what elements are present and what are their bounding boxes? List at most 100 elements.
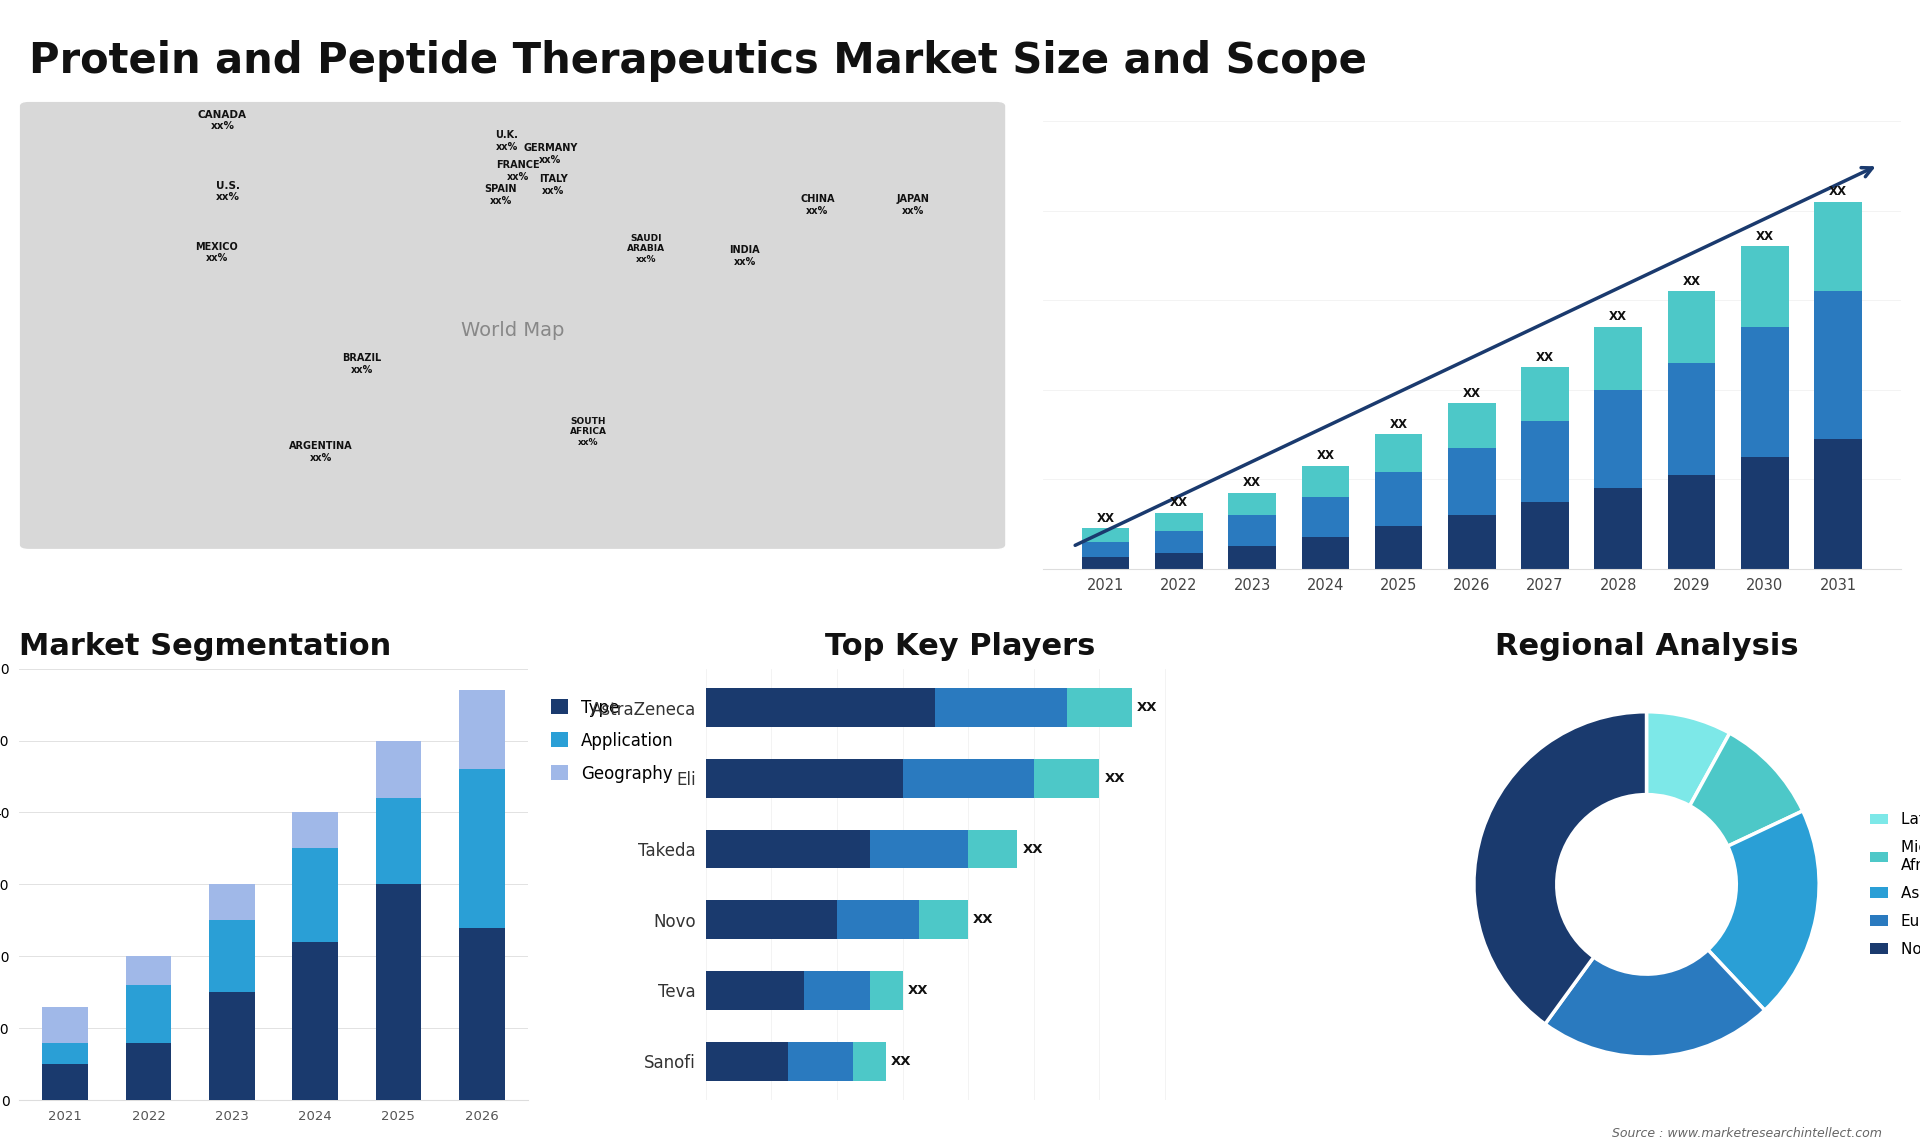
Text: XX: XX [1830, 186, 1847, 198]
Text: U.K.
xx%: U.K. xx% [495, 129, 518, 151]
Text: BRAZIL
xx%: BRAZIL xx% [342, 353, 382, 375]
Text: XX: XX [1536, 351, 1553, 363]
FancyBboxPatch shape [19, 101, 1006, 550]
Bar [707, 971, 804, 1010]
Bar [1302, 497, 1350, 537]
Bar [870, 830, 968, 869]
Bar [1814, 202, 1862, 291]
Bar [125, 956, 171, 986]
Text: SPAIN
xx%: SPAIN xx% [484, 185, 516, 205]
Bar [1081, 542, 1129, 557]
Text: SOUTH
AFRICA
xx%: SOUTH AFRICA xx% [570, 417, 607, 447]
Bar [1668, 363, 1715, 474]
Bar [209, 885, 255, 920]
Text: JAPAN
xx%: JAPAN xx% [897, 194, 929, 215]
Bar [1594, 390, 1642, 488]
Text: XX: XX [1682, 275, 1701, 288]
Bar [707, 759, 902, 798]
Bar [292, 942, 338, 1100]
Bar [1302, 537, 1350, 568]
Text: XX: XX [973, 913, 995, 926]
Bar [804, 971, 870, 1010]
Legend: Latin America, Middle East &
Africa, Asia Pacific, Europe, North America: Latin America, Middle East & Africa, Asi… [1870, 813, 1920, 957]
Text: MARKET
RESEARCH
INTELLECT: MARKET RESEARCH INTELLECT [1778, 52, 1841, 85]
Wedge shape [1475, 712, 1647, 1025]
Bar [707, 901, 837, 940]
Bar [1594, 327, 1642, 390]
Bar [707, 689, 935, 727]
Bar [125, 986, 171, 1043]
Bar [1814, 291, 1862, 439]
Title: Top Key Players: Top Key Players [826, 631, 1094, 661]
Bar [1741, 246, 1789, 327]
Bar [209, 992, 255, 1100]
Bar [1521, 421, 1569, 502]
Bar [787, 1042, 852, 1081]
Text: XX: XX [1169, 496, 1188, 509]
Bar [1741, 327, 1789, 457]
Bar [902, 759, 1033, 798]
Bar [1375, 526, 1423, 568]
Bar [459, 927, 505, 1100]
Bar [837, 901, 920, 940]
Bar [870, 971, 902, 1010]
Text: ITALY
xx%: ITALY xx% [540, 174, 568, 196]
Bar [1375, 472, 1423, 526]
Bar [1594, 488, 1642, 568]
Bar [935, 689, 1068, 727]
Bar [1521, 368, 1569, 421]
Text: World Map: World Map [461, 321, 564, 339]
Wedge shape [1546, 950, 1764, 1057]
Bar [1448, 515, 1496, 568]
Bar [1448, 448, 1496, 515]
Text: XX: XX [1463, 386, 1480, 400]
Text: U.S.
xx%: U.S. xx% [217, 181, 240, 203]
Polygon shape [1661, 41, 1847, 125]
Bar [707, 1042, 787, 1081]
Bar [1375, 434, 1423, 472]
Bar [1081, 557, 1129, 568]
Text: XX: XX [1137, 701, 1158, 714]
Bar [1156, 531, 1202, 554]
Bar [1033, 759, 1100, 798]
Text: XX: XX [1104, 772, 1125, 785]
Text: XX: XX [1755, 230, 1774, 243]
Text: XX: XX [908, 984, 927, 997]
Bar [1668, 291, 1715, 363]
Bar [1081, 528, 1129, 542]
Bar [920, 901, 968, 940]
Text: ARGENTINA
xx%: ARGENTINA xx% [290, 441, 353, 463]
Wedge shape [1709, 811, 1818, 1011]
Bar [1229, 547, 1277, 568]
Text: XX: XX [1242, 476, 1261, 489]
Text: XX: XX [891, 1054, 912, 1068]
Text: Source : www.marketresearchintellect.com: Source : www.marketresearchintellect.com [1611, 1128, 1882, 1140]
Wedge shape [1647, 712, 1730, 806]
Bar [968, 830, 1018, 869]
Text: SAUDI
ARABIA
xx%: SAUDI ARABIA xx% [628, 234, 664, 264]
Bar [42, 1043, 88, 1065]
Text: XX: XX [1021, 842, 1043, 856]
Text: Protein and Peptide Therapeutics Market Size and Scope: Protein and Peptide Therapeutics Market … [29, 40, 1367, 83]
Wedge shape [1690, 733, 1803, 846]
Bar [1156, 554, 1202, 568]
Text: XX: XX [1317, 449, 1334, 462]
Bar [42, 1006, 88, 1043]
Bar [1814, 439, 1862, 568]
Text: CHINA
xx%: CHINA xx% [801, 194, 835, 215]
Bar [1302, 465, 1350, 497]
Bar [1668, 474, 1715, 568]
Circle shape [1557, 794, 1736, 974]
Text: XX: XX [1096, 512, 1116, 525]
Legend: Type, Application, Geography: Type, Application, Geography [551, 699, 674, 783]
Text: XX: XX [1609, 311, 1628, 323]
Bar [1448, 403, 1496, 448]
Text: MEXICO
xx%: MEXICO xx% [196, 242, 238, 264]
Bar [1229, 493, 1277, 515]
Bar [125, 1043, 171, 1100]
Bar [1741, 457, 1789, 568]
Bar [292, 813, 338, 848]
Text: Market Segmentation: Market Segmentation [19, 631, 392, 661]
Bar [292, 848, 338, 942]
Bar [1229, 515, 1277, 547]
